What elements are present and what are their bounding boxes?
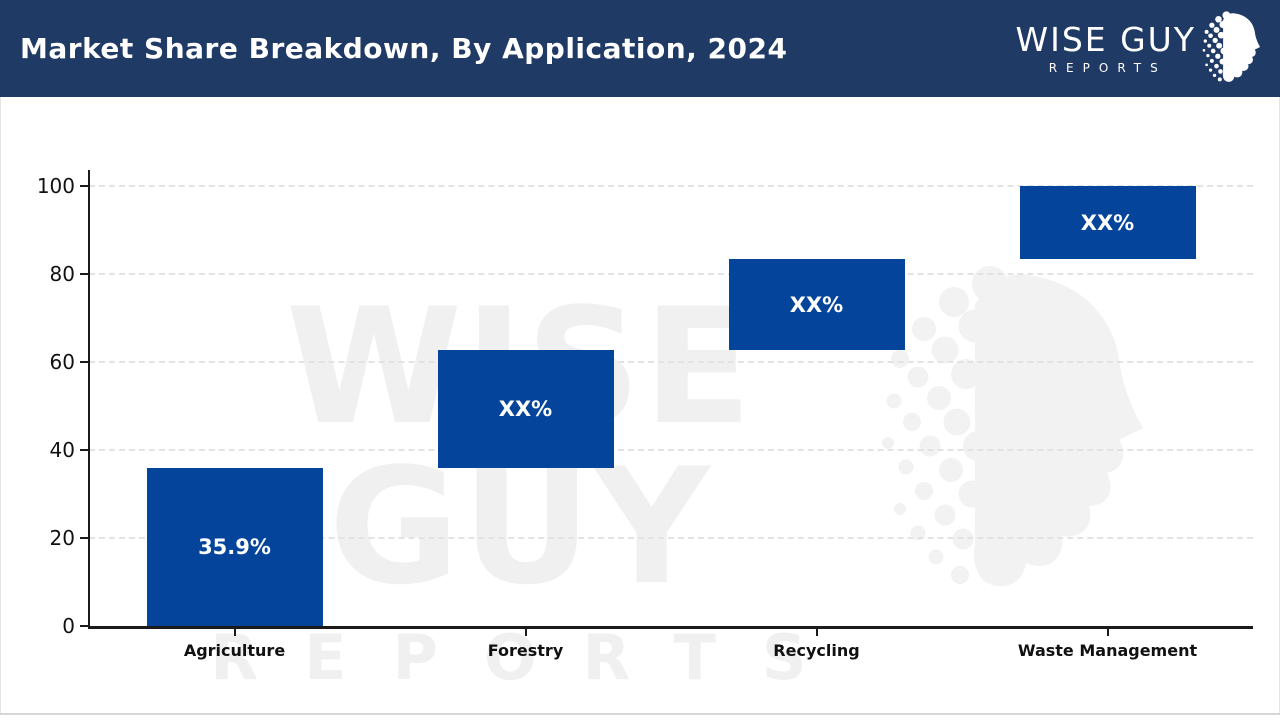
bar-value-label-recycling: XX% xyxy=(789,292,844,317)
bar-value-label-agriculture: 35.9% xyxy=(198,535,271,560)
watermark: WISE GUY REPORTS xyxy=(100,287,940,695)
gridline-y-100 xyxy=(89,185,1253,187)
left-edge-line xyxy=(0,97,1,715)
bar-agriculture xyxy=(146,468,323,626)
y-tick-label-40: 40 xyxy=(49,438,75,462)
y-tick-100 xyxy=(80,185,89,187)
x-tick-forestry xyxy=(524,629,527,636)
bar-forestry xyxy=(437,349,614,469)
x-category-label-recycling: Recycling xyxy=(773,641,860,660)
x-tick-recycling xyxy=(815,629,818,636)
page-title: Market Share Breakdown, By Application, … xyxy=(20,32,788,65)
wiseguy-logo: WISE GUY REPORTS xyxy=(1015,9,1266,89)
bar-waste-management xyxy=(1019,186,1196,260)
x-category-label-waste-management: Waste Management xyxy=(1017,641,1198,660)
x-tick-waste-management xyxy=(1106,629,1109,636)
bar-value-label-forestry: XX% xyxy=(498,396,553,421)
x-category-label-forestry: Forestry xyxy=(487,641,564,660)
bar-recycling xyxy=(728,259,905,350)
y-tick-label-20: 20 xyxy=(49,526,75,550)
logo-wordmark: WISE GUY xyxy=(1015,19,1196,59)
y-tick-20 xyxy=(80,537,89,539)
watermark-face-icon xyxy=(882,266,1143,587)
gridline-y-20 xyxy=(89,537,1253,539)
bottom-divider xyxy=(0,713,1280,715)
wiseguy-face-icon xyxy=(1202,10,1261,82)
watermark-subtext: REPORTS xyxy=(210,621,853,694)
gridline-y-80 xyxy=(89,273,1253,275)
chart-area: WISE GUY REPORTS 0 20 40 60 80 100 35.9% Agricu… xyxy=(0,97,1280,720)
logo-text: WISE GUY REPORTS xyxy=(1015,23,1196,75)
x-category-label-agriculture: Agriculture xyxy=(183,641,286,660)
x-tick-agriculture xyxy=(233,629,236,636)
header: Market Share Breakdown, By Application, … xyxy=(0,0,1280,97)
y-tick-40 xyxy=(80,449,89,451)
y-tick-0 xyxy=(80,625,89,627)
y-axis-line xyxy=(88,170,90,628)
y-tick-60 xyxy=(80,361,89,363)
x-axis-line xyxy=(88,626,1253,629)
y-tick-label-100: 100 xyxy=(36,174,75,198)
gridline-y-60 xyxy=(89,361,1253,363)
y-tick-label-0: 0 xyxy=(62,614,75,638)
y-tick-80 xyxy=(80,273,89,275)
y-tick-label-80: 80 xyxy=(49,262,75,286)
gridline-y-40 xyxy=(89,449,1253,451)
logo-subtext: REPORTS xyxy=(1048,60,1167,75)
y-tick-label-60: 60 xyxy=(49,350,75,374)
watermark-wordmark: WISE GUY xyxy=(286,287,753,620)
bar-value-label-waste-management: XX% xyxy=(1080,210,1135,235)
